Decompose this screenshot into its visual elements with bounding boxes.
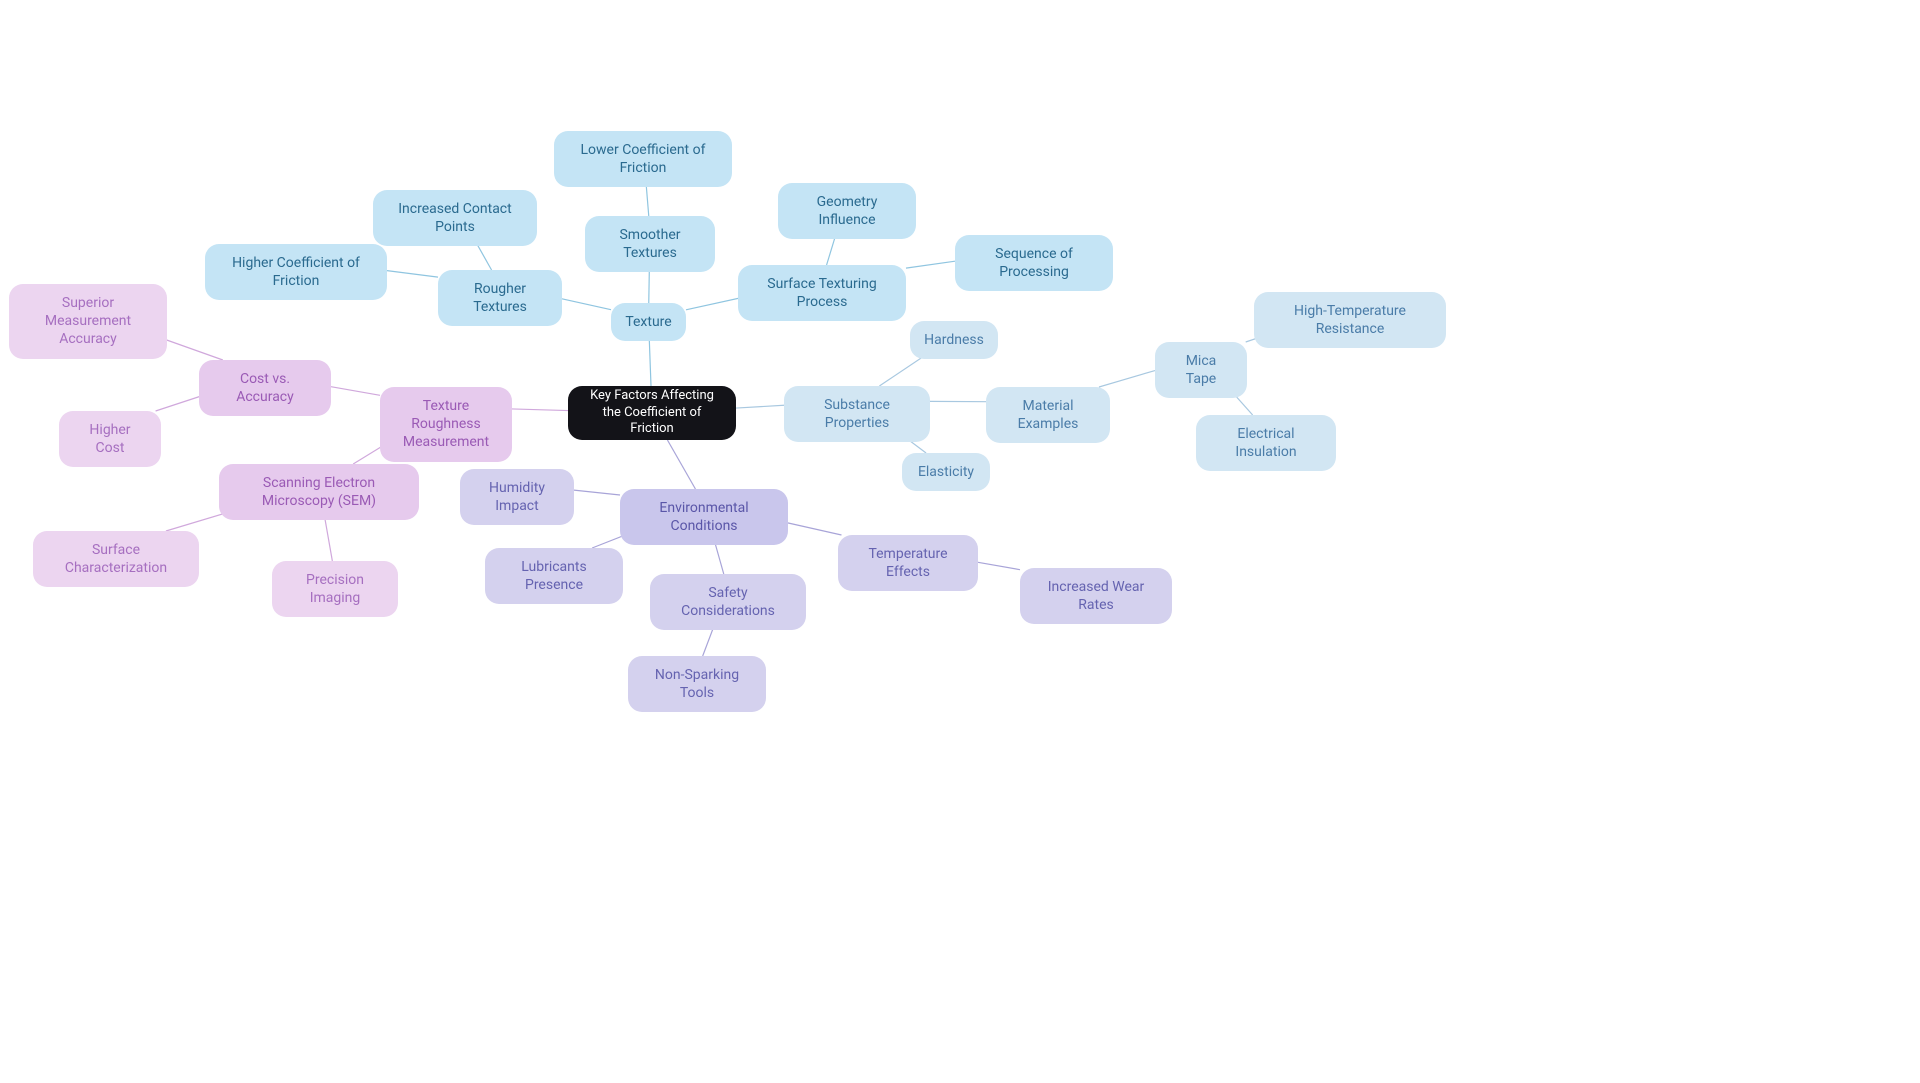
node-elec-ins: Electrical Insulation <box>1196 415 1336 471</box>
node-smoother: Smoother Textures <box>585 216 715 272</box>
edge <box>906 261 955 268</box>
node-wear: Increased Wear Rates <box>1020 568 1172 624</box>
edge <box>1099 371 1155 387</box>
node-env: Environmental Conditions <box>620 489 788 545</box>
node-sem: Scanning Electron Microscopy (SEM) <box>219 464 419 520</box>
node-contact-pts: Increased Contact Points <box>373 190 537 246</box>
node-texture: Texture <box>611 303 686 341</box>
edge <box>562 299 611 310</box>
node-safety: Safety Considerations <box>650 574 806 630</box>
edge <box>512 409 568 411</box>
node-seq-proc: Sequence of Processing <box>955 235 1113 291</box>
node-hitemp: High-Temperature Resistance <box>1254 292 1446 348</box>
node-nonspark: Non-Sparking Tools <box>628 656 766 712</box>
node-cost-acc: Cost vs. Accuracy <box>199 360 331 416</box>
node-temp-eff: Temperature Effects <box>838 535 978 591</box>
node-rougher: Rougher Textures <box>438 270 562 326</box>
node-lubricants: Lubricants Presence <box>485 548 623 604</box>
node-substance: Substance Properties <box>784 386 930 442</box>
edge <box>387 271 438 278</box>
node-tex-rough: Texture Roughness Measurement <box>380 387 512 462</box>
node-humidity: Humidity Impact <box>460 469 574 525</box>
node-elasticity: Elasticity <box>902 453 990 491</box>
edge <box>736 405 784 408</box>
node-superior: Superior Measurement Accuracy <box>9 284 167 359</box>
node-surf-tex-proc: Surface Texturing Process <box>738 265 906 321</box>
edge <box>667 440 695 489</box>
node-hardness: Hardness <box>910 321 998 359</box>
edge <box>331 387 380 396</box>
node-center: Key Factors Affecting the Coefficient of… <box>568 386 736 440</box>
node-mat-ex: Material Examples <box>986 387 1110 443</box>
node-geometry: Geometry Influence <box>778 183 916 239</box>
node-higher-cof: Higher Coefficient of Friction <box>205 244 387 300</box>
edge <box>978 562 1020 569</box>
node-surf-char: Surface Characterization <box>33 531 199 587</box>
edge <box>167 340 223 360</box>
node-lower-cof: Lower Coefficient of Friction <box>554 131 732 187</box>
node-precision: Precision Imaging <box>272 561 398 617</box>
edge <box>574 490 620 495</box>
node-mica: Mica Tape <box>1155 342 1247 398</box>
node-higher-cost: Higher Cost <box>59 411 161 467</box>
